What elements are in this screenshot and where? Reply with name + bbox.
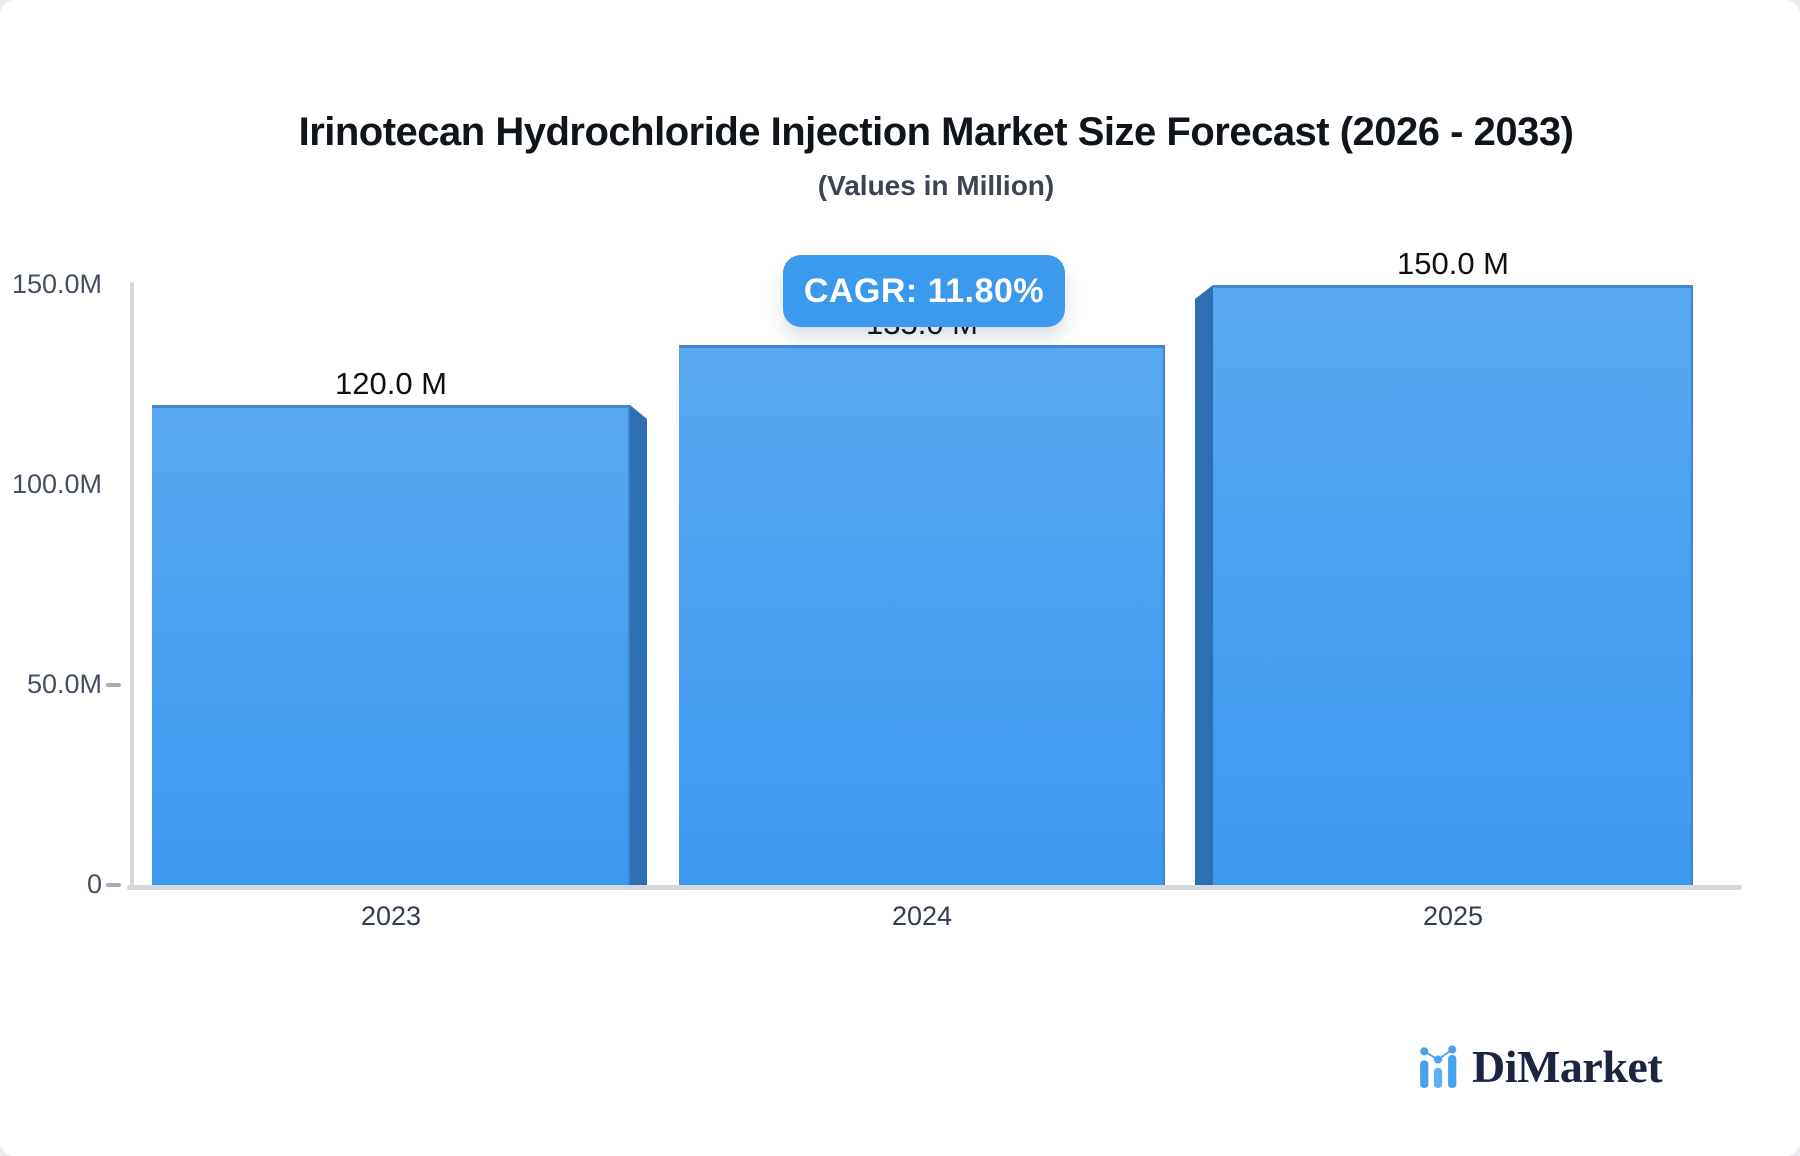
bar-2024[interactable] (679, 345, 1165, 885)
x-axis-label-2024: 2024 (891, 901, 953, 931)
bar-2023-3d-side (630, 405, 647, 885)
chart-title: Irinotecan Hydrochloride Injection Marke… (298, 110, 1574, 154)
y-axis-label-150.0M: 150.0M (11, 269, 102, 299)
cagr-badge-label: CAGR: 11.80% (803, 271, 1045, 310)
x-axis-label-2023: 2023 (360, 901, 422, 931)
bar-value-label-2023: 120.0 M (334, 366, 447, 401)
chart-subtitle: (Values in Million) (817, 170, 1055, 201)
bar-value-label-2025: 150.0 M (1396, 246, 1509, 281)
cagr-badge: CAGR: 11.80% (783, 255, 1065, 327)
y-axis-label-50.0M: 50.0M (26, 669, 102, 699)
bar-2025-3d-side (1195, 285, 1213, 885)
x-axis-line (127, 885, 1742, 890)
brand-logo: DiMarket (1416, 1038, 1663, 1094)
y-axis-tick-50.0M (106, 683, 121, 687)
x-axis-label-2025: 2025 (1422, 901, 1484, 931)
bar-chart-logo-icon (1420, 1045, 1457, 1088)
y-axis-label-0: 0 (86, 869, 102, 899)
y-axis-line (130, 282, 134, 887)
y-axis-tick-0 (106, 883, 121, 887)
brand-logo-text: DiMarket (1472, 1040, 1663, 1092)
y-axis-label-100.0M: 100.0M (11, 469, 102, 499)
bar-2025[interactable] (1213, 285, 1693, 885)
bar-2023[interactable] (152, 405, 630, 885)
